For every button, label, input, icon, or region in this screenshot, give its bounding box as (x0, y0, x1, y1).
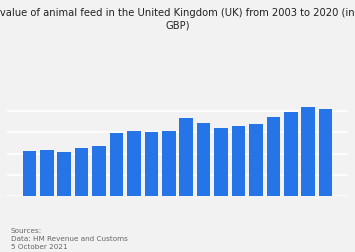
Bar (197, 123, 211, 197)
Bar (144, 133, 158, 197)
Bar (110, 134, 123, 197)
Bar (75, 149, 88, 197)
Bar (179, 119, 193, 197)
Bar (23, 151, 36, 197)
Text: Import value of animal feed in the United Kingdom (UK) from 2003 to 2020 (in mil: Import value of animal feed in the Unite… (0, 8, 355, 31)
Text: Sources:
Data: HM Revenue and Customs
5 October 2021: Sources: Data: HM Revenue and Customs 5 … (11, 228, 127, 249)
Bar (92, 147, 106, 197)
Bar (284, 113, 297, 197)
Bar (214, 129, 228, 197)
Bar (249, 124, 263, 197)
Bar (319, 110, 332, 197)
Bar (58, 152, 71, 197)
Bar (267, 118, 280, 197)
Bar (127, 131, 141, 197)
Bar (40, 151, 54, 197)
Bar (162, 131, 176, 197)
Bar (301, 107, 315, 197)
Bar (232, 127, 245, 197)
